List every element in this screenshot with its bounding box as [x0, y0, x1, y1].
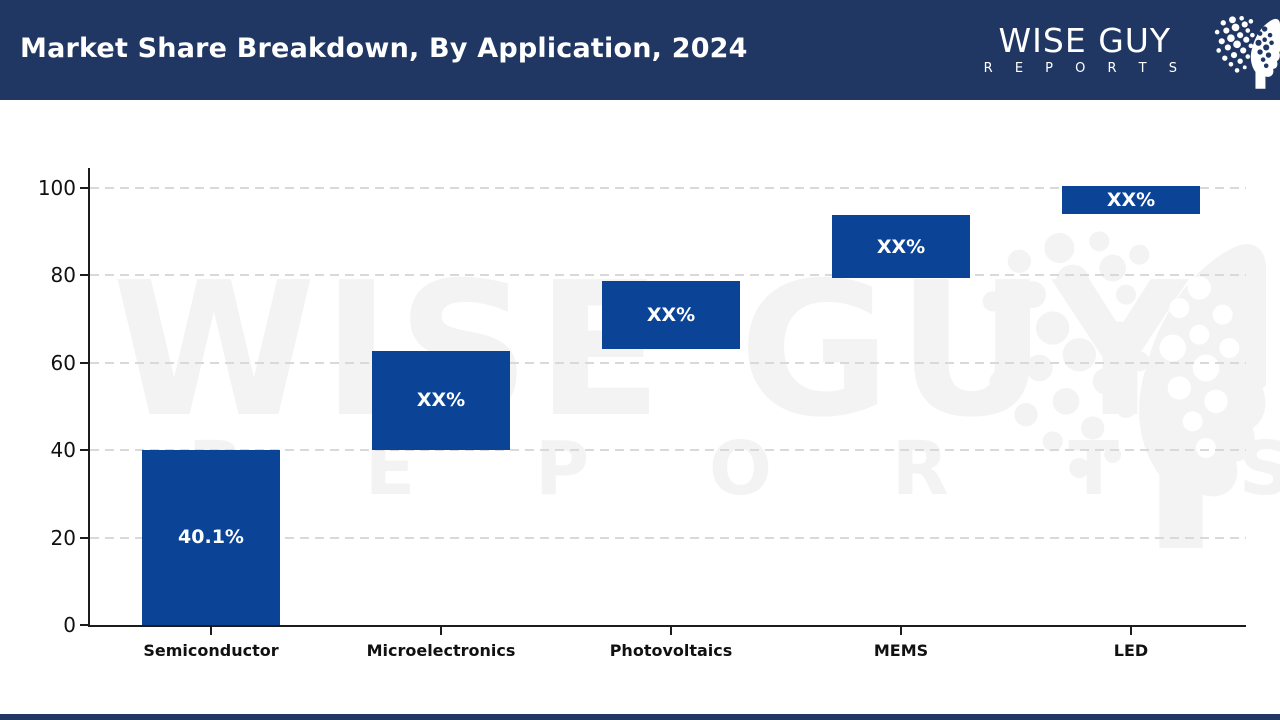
bar-value-label: XX% — [876, 235, 926, 258]
y-tick-label-20: 20 — [50, 525, 76, 550]
wise-guy-logo: WISE GUY R E P O R T S — [984, 0, 1280, 100]
header: Market Share Breakdown, By Application, … — [0, 0, 1280, 100]
logo-text: WISE GUY R E P O R T S — [984, 24, 1186, 76]
bar-value-label: XX% — [646, 304, 696, 327]
x-tick-mark-led — [1130, 627, 1132, 635]
x-tick-mark-mems — [900, 627, 902, 635]
gridline-40 — [90, 449, 1246, 451]
page-title: Market Share Breakdown, By Application, … — [20, 33, 748, 64]
gridline-60 — [90, 361, 1246, 364]
y-tick-mark-0 — [80, 624, 88, 626]
y-tick-label-0: 0 — [63, 613, 76, 637]
y-tick-label-40: 40 — [50, 438, 76, 462]
x-category-label-led: LED — [1113, 641, 1149, 660]
bar-segment-semiconductor: 40.1% — [142, 449, 280, 625]
bar-segment-photovoltaics: XX% — [602, 281, 740, 350]
logo-wordmark: WISE GUY — [998, 21, 1172, 61]
y-tick-mark-60 — [80, 361, 88, 364]
watermark-subtext: R E P O R T S — [188, 426, 1280, 512]
y-tick-mark-80 — [80, 274, 88, 276]
x-category-label-photovoltaics: Photovoltaics — [609, 641, 733, 660]
x-tick-mark-photovoltaics — [670, 627, 672, 635]
footer-bar — [0, 714, 1280, 720]
y-tick-mark-100 — [80, 186, 88, 189]
logo-head-icon — [1214, 15, 1280, 89]
bar-segment-mems: XX% — [832, 215, 970, 279]
x-tick-mark-semiconductor — [210, 627, 212, 635]
x-category-label-microelectronics: Microelectronics — [366, 641, 516, 660]
bar-value-label: 40.1% — [178, 526, 244, 549]
bar-segment-led: XX% — [1062, 185, 1200, 214]
y-tick-mark-20 — [80, 536, 88, 539]
y-axis-spine — [88, 168, 90, 627]
x-category-label-semiconductor: Semiconductor — [143, 641, 279, 660]
bar-segment-microelectronics: XX% — [372, 351, 510, 450]
logo-subtext: R E P O R T S — [983, 60, 1186, 76]
x-axis-spine — [88, 625, 1246, 627]
gridline-20 — [90, 536, 1246, 539]
y-tick-label-100: 100 — [37, 175, 76, 200]
bar-value-label: XX% — [416, 389, 466, 412]
gridline-80 — [90, 274, 1246, 276]
gridline-100 — [90, 186, 1246, 189]
y-tick-label-80: 80 — [50, 263, 76, 287]
y-tick-mark-40 — [80, 449, 88, 451]
x-category-label-mems: MEMS — [873, 641, 929, 660]
x-tick-mark-microelectronics — [440, 627, 442, 635]
y-tick-label-60: 60 — [50, 350, 76, 375]
bar-value-label: XX% — [1106, 188, 1156, 211]
